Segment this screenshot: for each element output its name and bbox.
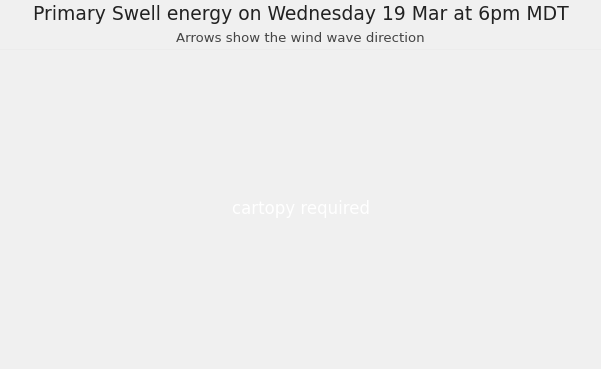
Text: Arrows show the wind wave direction: Arrows show the wind wave direction bbox=[176, 32, 425, 45]
Text: cartopy required: cartopy required bbox=[231, 200, 370, 218]
Text: Primary Swell energy on Wednesday 19 Mar at 6pm MDT: Primary Swell energy on Wednesday 19 Mar… bbox=[32, 6, 569, 24]
